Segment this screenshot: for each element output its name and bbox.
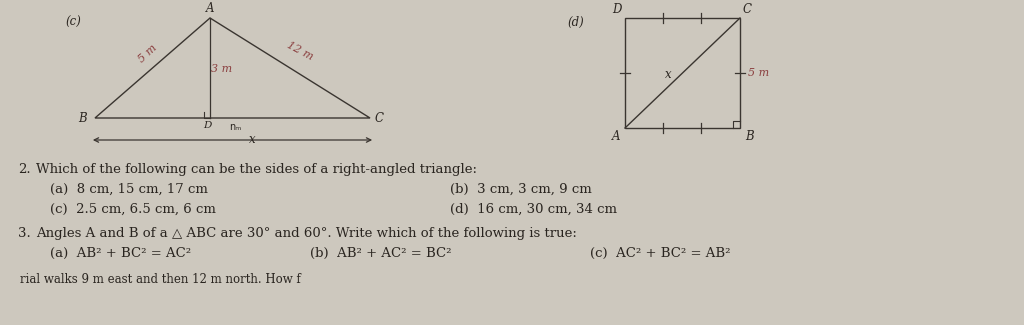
Text: 2.: 2. [18,163,31,176]
Text: (b)  AB² + AC² = BC²: (b) AB² + AC² = BC² [310,247,452,260]
Text: (d)  16 cm, 30 cm, 34 cm: (d) 16 cm, 30 cm, 34 cm [450,203,617,216]
Text: D: D [203,121,211,130]
Text: rial walks 9 m east and then 12 m north. How f: rial walks 9 m east and then 12 m north.… [20,273,301,286]
Text: (c)  2.5 cm, 6.5 cm, 6 cm: (c) 2.5 cm, 6.5 cm, 6 cm [50,203,216,216]
Text: C: C [743,3,752,16]
Text: (a)  8 cm, 15 cm, 17 cm: (a) 8 cm, 15 cm, 17 cm [50,183,208,196]
Text: 3.: 3. [18,227,31,240]
Text: x: x [249,133,255,146]
Text: 12 m: 12 m [285,40,314,62]
Text: A: A [611,130,620,143]
Text: (a)  AB² + BC² = AC²: (a) AB² + BC² = AC² [50,247,191,260]
Text: C: C [375,111,384,124]
Text: Angles A and B of a △ ABC are 30° and 60°. Write which of the following is true:: Angles A and B of a △ ABC are 30° and 60… [36,227,577,240]
Text: x: x [665,68,672,81]
Text: (c): (c) [65,16,81,29]
Text: nₘ: nₘ [229,122,241,132]
Text: 5 m: 5 m [137,42,159,64]
Text: 3 m: 3 m [211,64,232,74]
Text: (b)  3 cm, 3 cm, 9 cm: (b) 3 cm, 3 cm, 9 cm [450,183,592,196]
Text: D: D [612,3,622,16]
Text: Which of the following can be the sides of a right-angled triangle:: Which of the following can be the sides … [36,163,477,176]
Text: (c)  AC² + BC² = AB²: (c) AC² + BC² = AB² [590,247,730,260]
Text: (d): (d) [567,16,584,29]
Text: A: A [206,2,214,15]
Text: B: B [745,130,754,143]
Text: 5 m: 5 m [748,68,769,78]
Text: B: B [79,111,87,124]
